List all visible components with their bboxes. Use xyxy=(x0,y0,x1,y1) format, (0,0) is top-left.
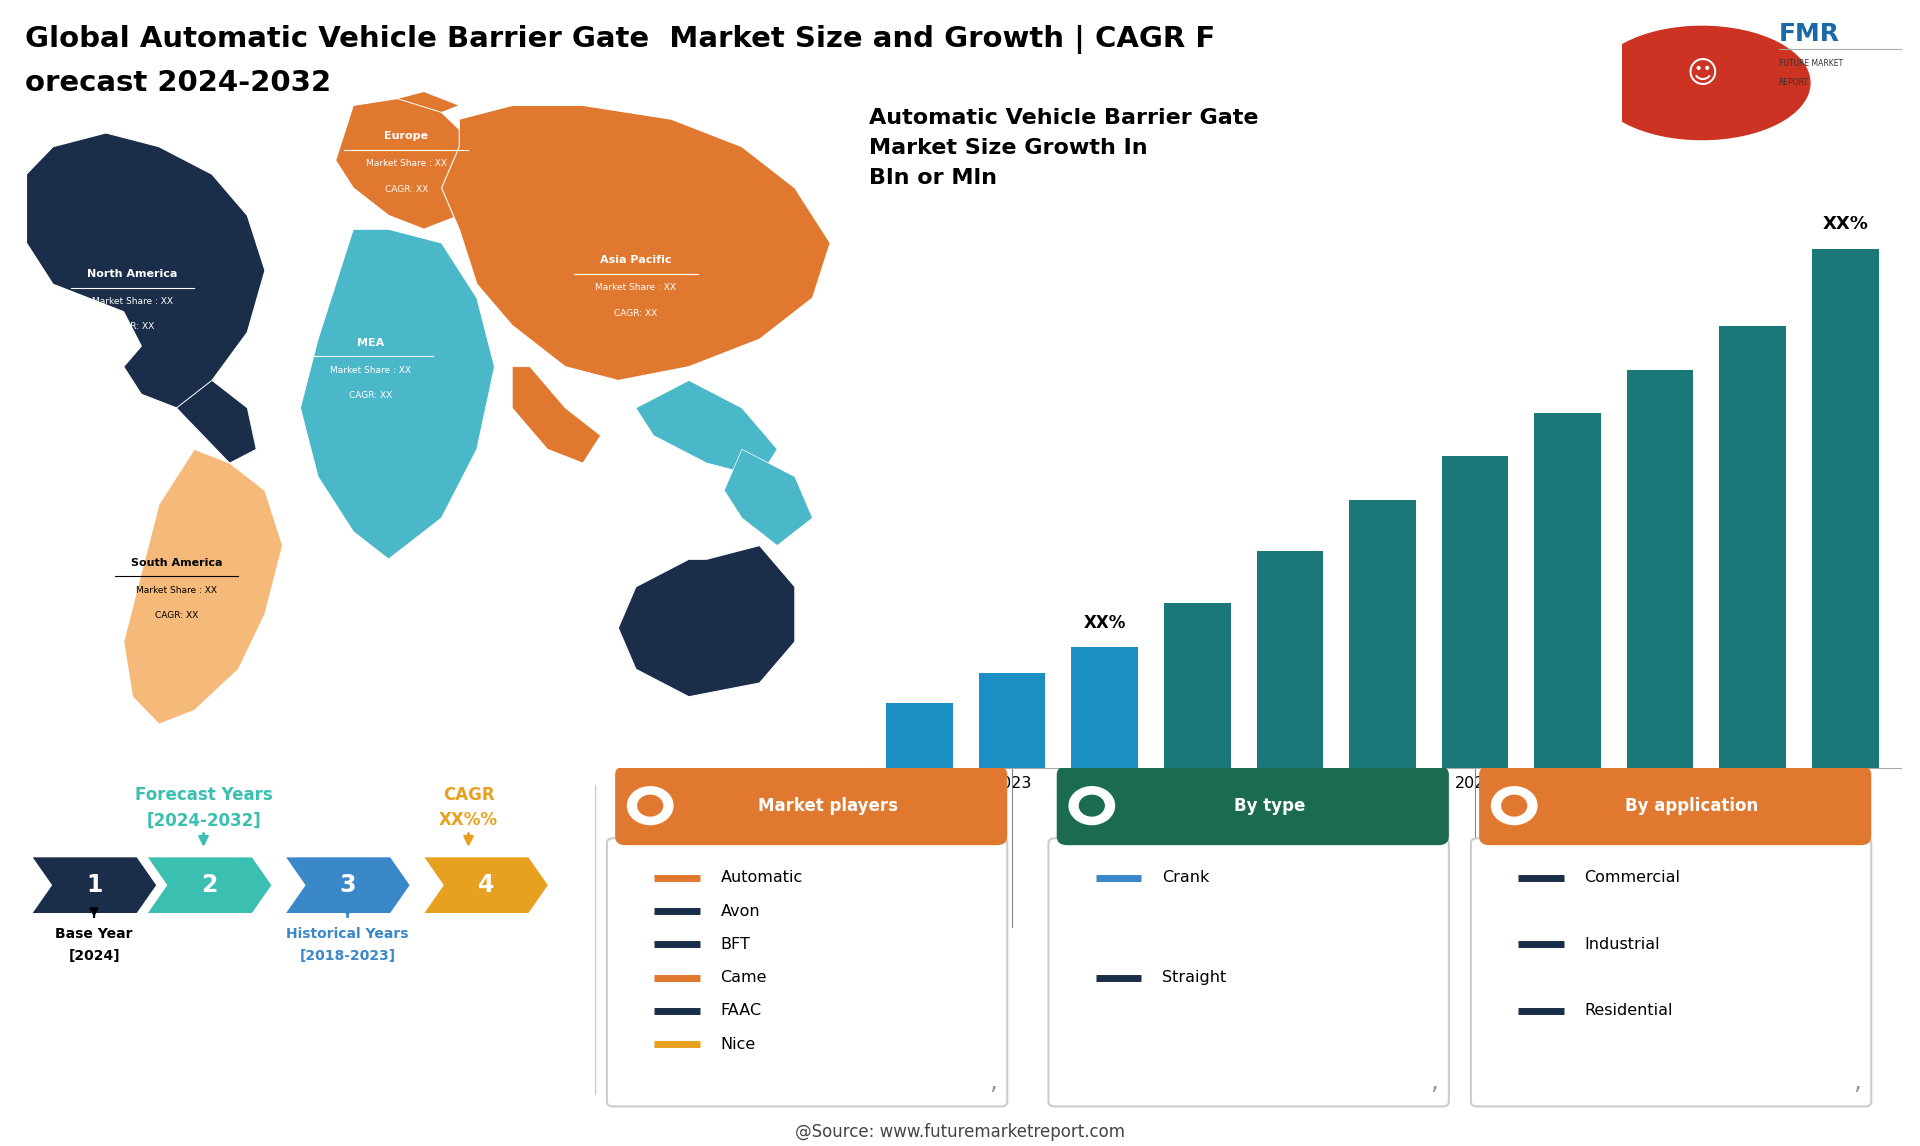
Text: CAGR: XX: CAGR: XX xyxy=(156,611,198,620)
Bar xyxy=(1071,646,1139,768)
Text: South America: South America xyxy=(131,558,223,567)
Circle shape xyxy=(628,787,672,825)
Circle shape xyxy=(1501,795,1526,816)
Text: Straight: Straight xyxy=(1162,970,1227,986)
Text: Base Year: Base Year xyxy=(56,927,132,941)
Text: Market Share : XX: Market Share : XX xyxy=(595,283,676,292)
Circle shape xyxy=(1492,787,1536,825)
FancyBboxPatch shape xyxy=(614,766,1008,846)
Text: Historical Years: Historical Years xyxy=(286,927,409,941)
Text: Industrial: Industrial xyxy=(1584,936,1661,952)
Bar xyxy=(1350,500,1415,768)
Polygon shape xyxy=(397,92,459,112)
Text: Global Automatic Vehicle Barrier Gate  Market Size and Growth | CAGR F: Global Automatic Vehicle Barrier Gate Ma… xyxy=(25,25,1215,54)
Text: [2024-2032]: [2024-2032] xyxy=(146,811,261,830)
Polygon shape xyxy=(618,545,795,697)
FancyBboxPatch shape xyxy=(1471,839,1872,1107)
Bar xyxy=(1812,249,1878,768)
Text: Asia Pacific: Asia Pacific xyxy=(601,256,672,265)
Text: Automatic: Automatic xyxy=(720,870,803,886)
Text: CAGR: XX: CAGR: XX xyxy=(349,391,392,400)
Text: FAAC: FAAC xyxy=(720,1003,762,1019)
Text: 3: 3 xyxy=(340,873,355,897)
Polygon shape xyxy=(724,449,812,545)
Polygon shape xyxy=(513,367,601,463)
Text: BFT: BFT xyxy=(720,936,751,952)
Text: By type: By type xyxy=(1235,796,1306,815)
Text: Residential: Residential xyxy=(1584,1003,1672,1019)
Text: XX%%: XX%% xyxy=(440,811,497,830)
Text: By application: By application xyxy=(1624,796,1759,815)
Polygon shape xyxy=(300,229,495,559)
Text: FMR: FMR xyxy=(1778,22,1839,46)
Circle shape xyxy=(637,795,662,816)
Text: Forecast Years: Forecast Years xyxy=(134,786,273,803)
Text: Automatic Vehicle Barrier Gate
Market Size Growth In
Bln or Mln: Automatic Vehicle Barrier Gate Market Si… xyxy=(868,109,1258,188)
Bar xyxy=(1442,456,1509,768)
Bar xyxy=(887,702,952,768)
Text: orecast 2024-2032: orecast 2024-2032 xyxy=(25,69,330,96)
Text: FUTURE MARKET: FUTURE MARKET xyxy=(1778,60,1843,68)
Text: [2024]: [2024] xyxy=(69,949,119,964)
Text: ,: , xyxy=(1430,1070,1438,1094)
Polygon shape xyxy=(422,856,549,915)
Text: @Source: www.futuremarketreport.com: @Source: www.futuremarketreport.com xyxy=(795,1123,1125,1140)
FancyBboxPatch shape xyxy=(1048,839,1450,1107)
Text: CAGR: CAGR xyxy=(444,786,493,803)
Text: [2018-2023]: [2018-2023] xyxy=(300,949,396,964)
Circle shape xyxy=(1079,795,1104,816)
Text: ,: , xyxy=(989,1070,996,1094)
Text: Nice: Nice xyxy=(720,1036,756,1052)
Text: Crank: Crank xyxy=(1162,870,1210,886)
Text: 1: 1 xyxy=(86,873,102,897)
Text: Market Share : XX: Market Share : XX xyxy=(92,297,173,306)
Text: XX%: XX% xyxy=(1822,215,1868,234)
Polygon shape xyxy=(27,133,265,408)
Text: REPORT: REPORT xyxy=(1778,78,1809,87)
Polygon shape xyxy=(177,380,255,463)
Bar xyxy=(1256,551,1323,768)
Text: Market Share : XX: Market Share : XX xyxy=(367,159,447,168)
FancyBboxPatch shape xyxy=(1056,766,1450,846)
Polygon shape xyxy=(31,856,157,915)
Text: MEA: MEA xyxy=(357,338,384,347)
Text: CAGR: XX: CAGR: XX xyxy=(614,308,657,317)
Text: CAGR: XX: CAGR: XX xyxy=(111,322,154,331)
Polygon shape xyxy=(146,856,273,915)
Bar xyxy=(1534,413,1601,768)
Polygon shape xyxy=(123,449,282,724)
Text: North America: North America xyxy=(86,269,179,278)
Text: Market Share : XX: Market Share : XX xyxy=(330,366,411,375)
Text: CAGR: XX: CAGR: XX xyxy=(384,185,428,194)
Bar xyxy=(1720,327,1786,768)
Text: Market players: Market players xyxy=(758,796,899,815)
Text: Came: Came xyxy=(720,970,766,986)
Polygon shape xyxy=(442,105,829,380)
Text: 4: 4 xyxy=(478,873,493,897)
Text: ,: , xyxy=(1853,1070,1860,1094)
Text: Europe: Europe xyxy=(384,132,428,141)
Text: Market Share : XX: Market Share : XX xyxy=(136,586,217,595)
Bar xyxy=(1626,370,1693,768)
Polygon shape xyxy=(336,99,486,229)
Text: XX%: XX% xyxy=(1083,613,1125,631)
Bar xyxy=(979,673,1044,768)
Bar xyxy=(1164,604,1231,768)
FancyBboxPatch shape xyxy=(1478,766,1872,846)
FancyBboxPatch shape xyxy=(607,839,1008,1107)
Circle shape xyxy=(1069,787,1114,825)
Polygon shape xyxy=(284,856,411,915)
Polygon shape xyxy=(636,380,778,477)
Circle shape xyxy=(1594,26,1811,140)
Text: ☺: ☺ xyxy=(1686,60,1718,88)
Text: 2: 2 xyxy=(202,873,217,897)
Text: Avon: Avon xyxy=(720,903,760,919)
Text: Commercial: Commercial xyxy=(1584,870,1680,886)
